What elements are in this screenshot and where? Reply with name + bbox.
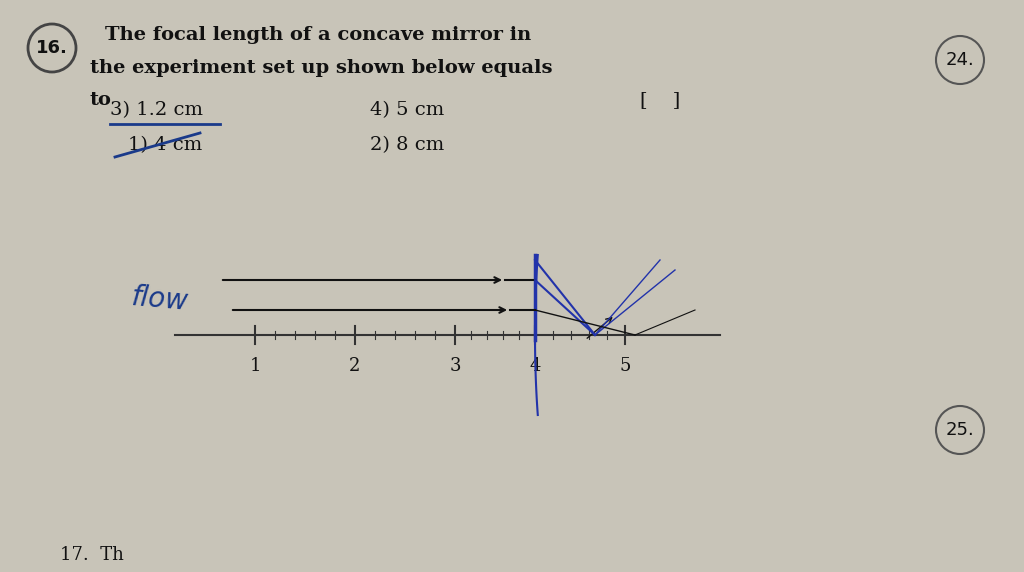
Text: 4) 5 cm: 4) 5 cm: [370, 101, 444, 119]
Text: 25.: 25.: [945, 421, 975, 439]
Text: [    ]: [ ]: [640, 91, 680, 109]
Text: 16.: 16.: [36, 39, 68, 57]
Text: 1: 1: [249, 357, 261, 375]
Text: 3: 3: [450, 357, 461, 375]
Text: 5: 5: [620, 357, 631, 375]
Text: to: to: [90, 91, 112, 109]
Text: 2: 2: [349, 357, 360, 375]
Text: 2) 8 cm: 2) 8 cm: [370, 136, 444, 154]
Text: 17.  Th: 17. Th: [60, 546, 124, 564]
Text: 1) 4 cm: 1) 4 cm: [128, 136, 203, 154]
Text: flow: flow: [130, 284, 189, 316]
Text: the experiment set up shown below equals: the experiment set up shown below equals: [90, 59, 553, 77]
Text: 3) 1.2 cm: 3) 1.2 cm: [110, 101, 203, 119]
Text: 4: 4: [529, 357, 541, 375]
Text: The focal length of a concave mirror in: The focal length of a concave mirror in: [105, 26, 531, 44]
Text: 24.: 24.: [945, 51, 975, 69]
